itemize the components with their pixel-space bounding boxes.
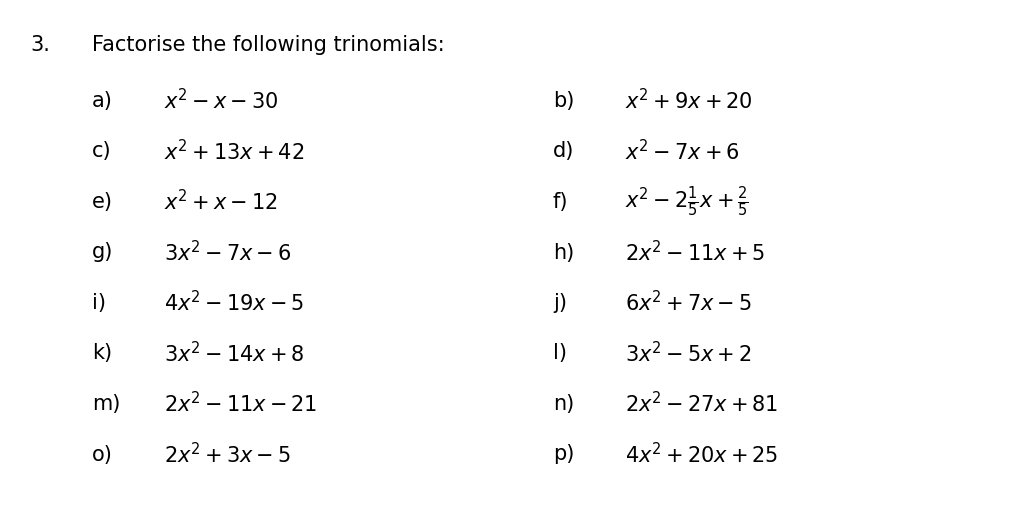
Text: $4x^2 + 20x + 25$: $4x^2 + 20x + 25$ [625, 442, 778, 467]
Text: p): p) [553, 444, 574, 465]
Text: f): f) [553, 192, 568, 212]
Text: $x^2 - 2\frac{1}{5}x + \frac{2}{5}$: $x^2 - 2\frac{1}{5}x + \frac{2}{5}$ [625, 185, 749, 219]
Text: e): e) [92, 192, 114, 212]
Text: $3x^2 - 14x + 8$: $3x^2 - 14x + 8$ [164, 341, 304, 366]
Text: $3x^2 - 5x + 2$: $3x^2 - 5x + 2$ [625, 341, 752, 366]
Text: o): o) [92, 444, 113, 465]
Text: d): d) [553, 141, 574, 162]
Text: $x^2 + 13x + 42$: $x^2 + 13x + 42$ [164, 139, 304, 164]
Text: $x^2 + x - 12$: $x^2 + x - 12$ [164, 189, 278, 215]
Text: $2x^2 + 3x - 5$: $2x^2 + 3x - 5$ [164, 442, 291, 467]
Text: k): k) [92, 343, 113, 364]
Text: 3.: 3. [31, 35, 50, 56]
Text: a): a) [92, 91, 113, 111]
Text: n): n) [553, 394, 574, 414]
Text: $3x^2 - 7x - 6$: $3x^2 - 7x - 6$ [164, 240, 291, 265]
Text: g): g) [92, 242, 114, 263]
Text: $x^2 - 7x + 6$: $x^2 - 7x + 6$ [625, 139, 739, 164]
Text: h): h) [553, 242, 574, 263]
Text: l): l) [553, 343, 567, 364]
Text: $2x^2 - 11x - 21$: $2x^2 - 11x - 21$ [164, 391, 317, 417]
Text: $4x^2 - 19x - 5$: $4x^2 - 19x - 5$ [164, 290, 304, 316]
Text: $x^2 + 9x + 20$: $x^2 + 9x + 20$ [625, 88, 753, 114]
Text: c): c) [92, 141, 112, 162]
Text: i): i) [92, 293, 106, 313]
Text: $2x^2 - 11x + 5$: $2x^2 - 11x + 5$ [625, 240, 765, 265]
Text: m): m) [92, 394, 121, 414]
Text: b): b) [553, 91, 574, 111]
Text: Factorise the following trinomials:: Factorise the following trinomials: [92, 35, 444, 56]
Text: $6x^2 + 7x - 5$: $6x^2 + 7x - 5$ [625, 290, 752, 316]
Text: $x^2 - x - 30$: $x^2 - x - 30$ [164, 88, 279, 114]
Text: $2x^2 - 27x + 81$: $2x^2 - 27x + 81$ [625, 391, 778, 417]
Text: j): j) [553, 293, 567, 313]
